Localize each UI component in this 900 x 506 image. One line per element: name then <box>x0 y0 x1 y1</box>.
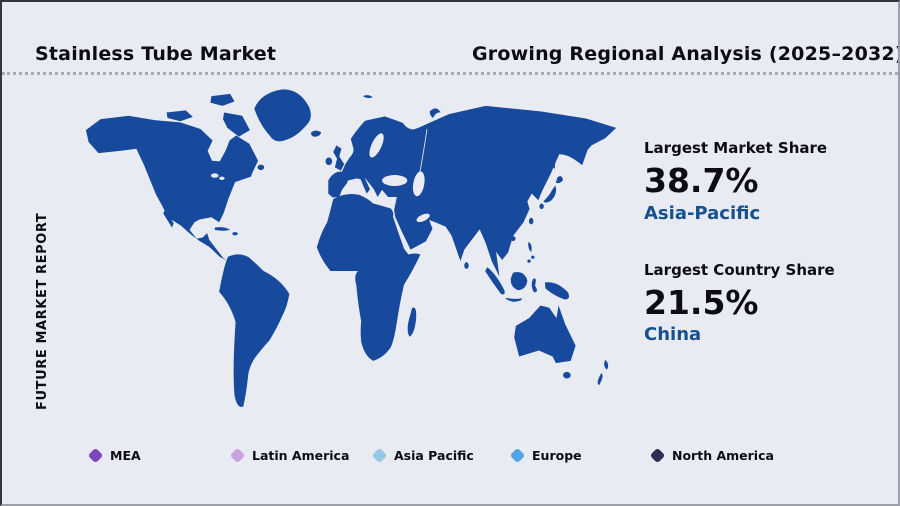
stat-largest-market-share: Largest Market Share 38.7% Asia-Pacific <box>644 139 890 224</box>
legend-label: North America <box>672 448 774 463</box>
legend-label: Latin America <box>252 448 350 463</box>
legend-label: Asia Pacific <box>394 448 474 463</box>
brand-vertical-text: FUTURE MARKET REPORT <box>35 212 50 410</box>
world-map <box>62 84 622 424</box>
mea-dot-icon <box>87 447 104 464</box>
page-title: Stainless Tube Market <box>35 43 277 65</box>
legend-item-north-america: North America <box>649 447 774 464</box>
europe-dot-icon <box>509 447 526 464</box>
legend-item-latin-america: Latin America <box>229 447 350 464</box>
dotted-divider <box>2 72 898 75</box>
stat-value: 38.7% <box>644 161 759 200</box>
stat-largest-country-share: Largest Country Share 21.5% China <box>644 261 890 346</box>
latin-america-dot-icon <box>229 447 246 464</box>
north-america-dot-icon <box>649 447 666 464</box>
legend-item-mea: MEA <box>87 447 141 464</box>
world-map-svg <box>85 89 617 407</box>
stat-region: China <box>644 324 702 346</box>
stat-label: Largest Country Share <box>644 260 835 279</box>
legend: MEA Latin America Asia Pacific Europe No… <box>2 447 898 470</box>
stat-region: Asia-Pacific <box>644 202 761 224</box>
stat-value: 21.5% <box>644 282 759 322</box>
legend-item-europe: Europe <box>509 447 582 464</box>
world-map-land <box>85 89 617 407</box>
legend-label: MEA <box>110 448 141 463</box>
legend-label: Europe <box>532 448 582 463</box>
legend-item-asia-pacific: Asia Pacific <box>371 447 474 464</box>
stat-label: Largest Market Share <box>644 139 828 157</box>
page-subtitle: Growing Regional Analysis (2025–2032) <box>472 43 900 65</box>
asia-pacific-dot-icon <box>371 447 388 464</box>
stats-panel: Largest Market Share 38.7% Asia-Pacific … <box>644 139 890 345</box>
world-map-seas <box>210 128 430 223</box>
